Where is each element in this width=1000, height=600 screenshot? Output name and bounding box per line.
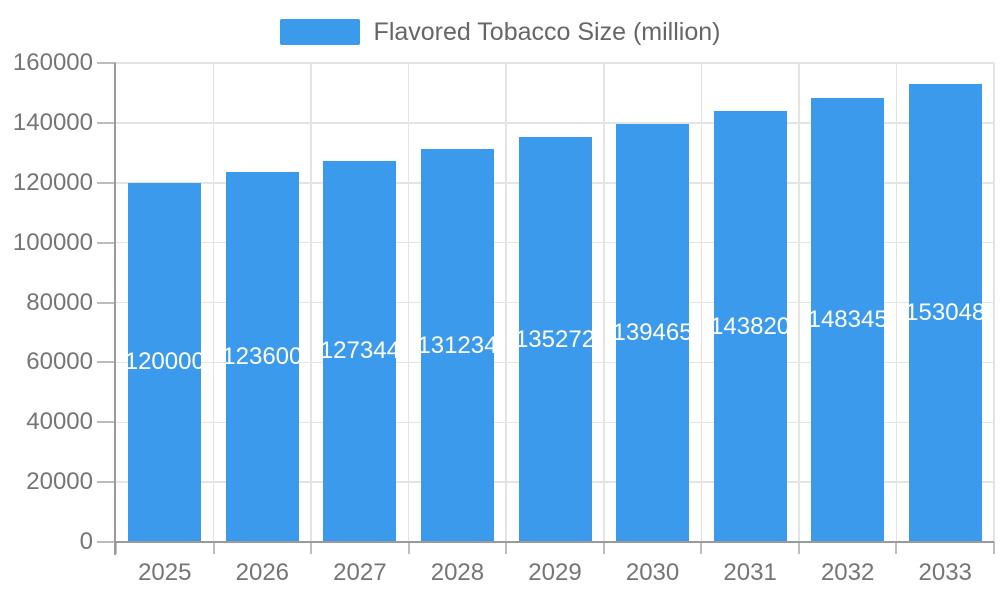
gridline-vertical <box>700 63 703 542</box>
y-axis-tick <box>97 421 116 424</box>
bar[interactable]: 143820 <box>713 111 787 542</box>
gridline-vertical <box>895 63 898 542</box>
gridline-vertical <box>798 63 800 542</box>
x-axis-tick <box>993 542 995 554</box>
x-axis-tick-label: 2028 <box>430 559 485 586</box>
bar-value-label: 153048 <box>908 298 982 326</box>
x-axis-tick <box>212 542 215 554</box>
y-axis-tick-label: 80000 <box>26 288 93 316</box>
x-axis-line <box>114 541 994 543</box>
y-axis-tick-label: 60000 <box>26 348 93 376</box>
bar-value-label: 135272 <box>518 325 592 353</box>
x-axis-tick-label: 2025 <box>138 559 192 586</box>
gridline-vertical <box>407 63 410 542</box>
gridline-vertical <box>993 63 995 542</box>
y-axis-tick-label: 160000 <box>12 49 93 76</box>
y-axis-tick <box>97 481 116 484</box>
y-axis-tick <box>97 181 116 184</box>
bar[interactable]: 153048 <box>908 83 982 542</box>
legend-label: Flavored Tobacco Size (million) <box>373 17 721 46</box>
bar[interactable]: 148345 <box>811 97 885 542</box>
x-axis-tick-label: 2026 <box>235 559 290 586</box>
x-axis-tick-label: 2030 <box>625 559 680 586</box>
bar[interactable]: 131234 <box>420 149 494 542</box>
x-axis-tick-label: 2027 <box>333 559 387 586</box>
x-axis-tick <box>115 542 117 554</box>
x-axis-tick <box>700 542 703 554</box>
x-axis-tick <box>407 542 410 554</box>
gridline-horizontal <box>116 62 994 64</box>
x-axis-tick <box>602 542 605 554</box>
gridline-vertical <box>603 63 605 542</box>
gridline-vertical <box>212 63 215 542</box>
y-axis-tick <box>97 541 116 543</box>
bar-value-label: 120000 <box>128 348 202 376</box>
y-axis-tick <box>97 121 116 124</box>
x-axis-tick <box>895 542 898 554</box>
y-axis-tick <box>97 301 116 304</box>
legend-swatch-icon <box>279 19 360 45</box>
bar-value-label: 131234 <box>420 331 494 359</box>
y-axis-line <box>114 63 116 555</box>
y-axis-tick-label: 140000 <box>12 108 93 136</box>
bar-value-label: 143820 <box>713 312 787 340</box>
y-axis-tick <box>97 241 116 244</box>
x-axis-tick <box>797 542 800 554</box>
y-axis-tick-label: 40000 <box>26 408 93 436</box>
bar-value-label: 139465 <box>616 319 690 347</box>
bar[interactable]: 135272 <box>518 137 592 542</box>
gridline-horizontal <box>116 122 994 124</box>
bar[interactable]: 127344 <box>323 160 397 542</box>
x-axis-tick-label: 2031 <box>723 559 777 586</box>
x-axis-tick-label: 2032 <box>820 559 875 586</box>
bar-value-label: 127344 <box>323 337 397 365</box>
x-axis-tick <box>505 542 508 554</box>
bar-value-label: 123600 <box>225 342 299 370</box>
y-axis-tick-label: 0 <box>79 528 93 555</box>
bar-value-label: 148345 <box>811 305 885 333</box>
y-axis-tick-label: 20000 <box>26 468 93 496</box>
legend[interactable]: Flavored Tobacco Size (million) <box>0 17 1000 47</box>
bar[interactable]: 123600 <box>225 171 299 542</box>
bar[interactable]: 120000 <box>128 182 202 542</box>
gridline-vertical <box>310 63 312 542</box>
bar[interactable]: 139465 <box>616 124 690 542</box>
x-axis-tick <box>310 542 313 554</box>
y-axis-tick-label: 120000 <box>12 168 93 196</box>
x-axis-tick-label: 2033 <box>918 559 972 586</box>
gridline-vertical <box>505 63 507 542</box>
y-axis-tick <box>97 62 116 64</box>
y-axis-tick-label: 100000 <box>12 228 93 256</box>
y-axis-tick <box>97 361 116 364</box>
x-axis-tick-label: 2029 <box>528 559 582 586</box>
